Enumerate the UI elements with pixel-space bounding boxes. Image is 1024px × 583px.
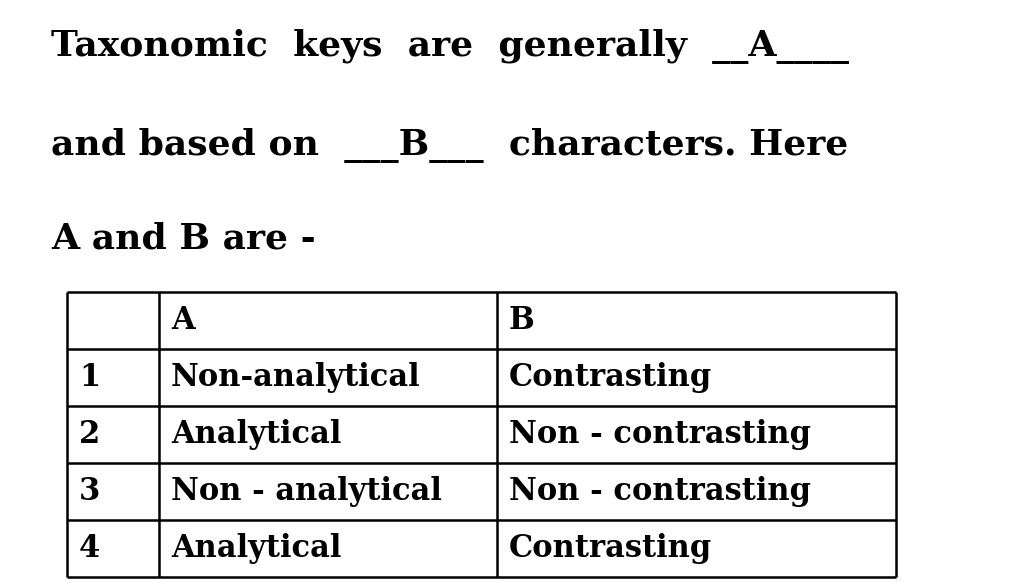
Text: Non - contrasting: Non - contrasting	[509, 419, 811, 450]
Text: Non - analytical: Non - analytical	[171, 476, 442, 507]
Text: 2: 2	[79, 419, 100, 450]
Text: Contrasting: Contrasting	[509, 533, 712, 564]
Text: Analytical: Analytical	[171, 419, 341, 450]
Text: 4: 4	[79, 533, 100, 564]
Text: A: A	[171, 304, 195, 336]
Text: Taxonomic  keys  are  generally  __A____: Taxonomic keys are generally __A____	[51, 29, 849, 64]
Text: 3: 3	[79, 476, 100, 507]
Text: 1: 1	[79, 361, 100, 393]
Text: and based on  ___B___  characters. Here: and based on ___B___ characters. Here	[51, 128, 849, 163]
Text: Non - contrasting: Non - contrasting	[509, 476, 811, 507]
Text: A and B are -: A and B are -	[51, 222, 316, 255]
Text: Analytical: Analytical	[171, 533, 341, 564]
Text: B: B	[509, 304, 535, 336]
Text: Non-analytical: Non-analytical	[171, 361, 421, 393]
Text: Contrasting: Contrasting	[509, 361, 712, 393]
